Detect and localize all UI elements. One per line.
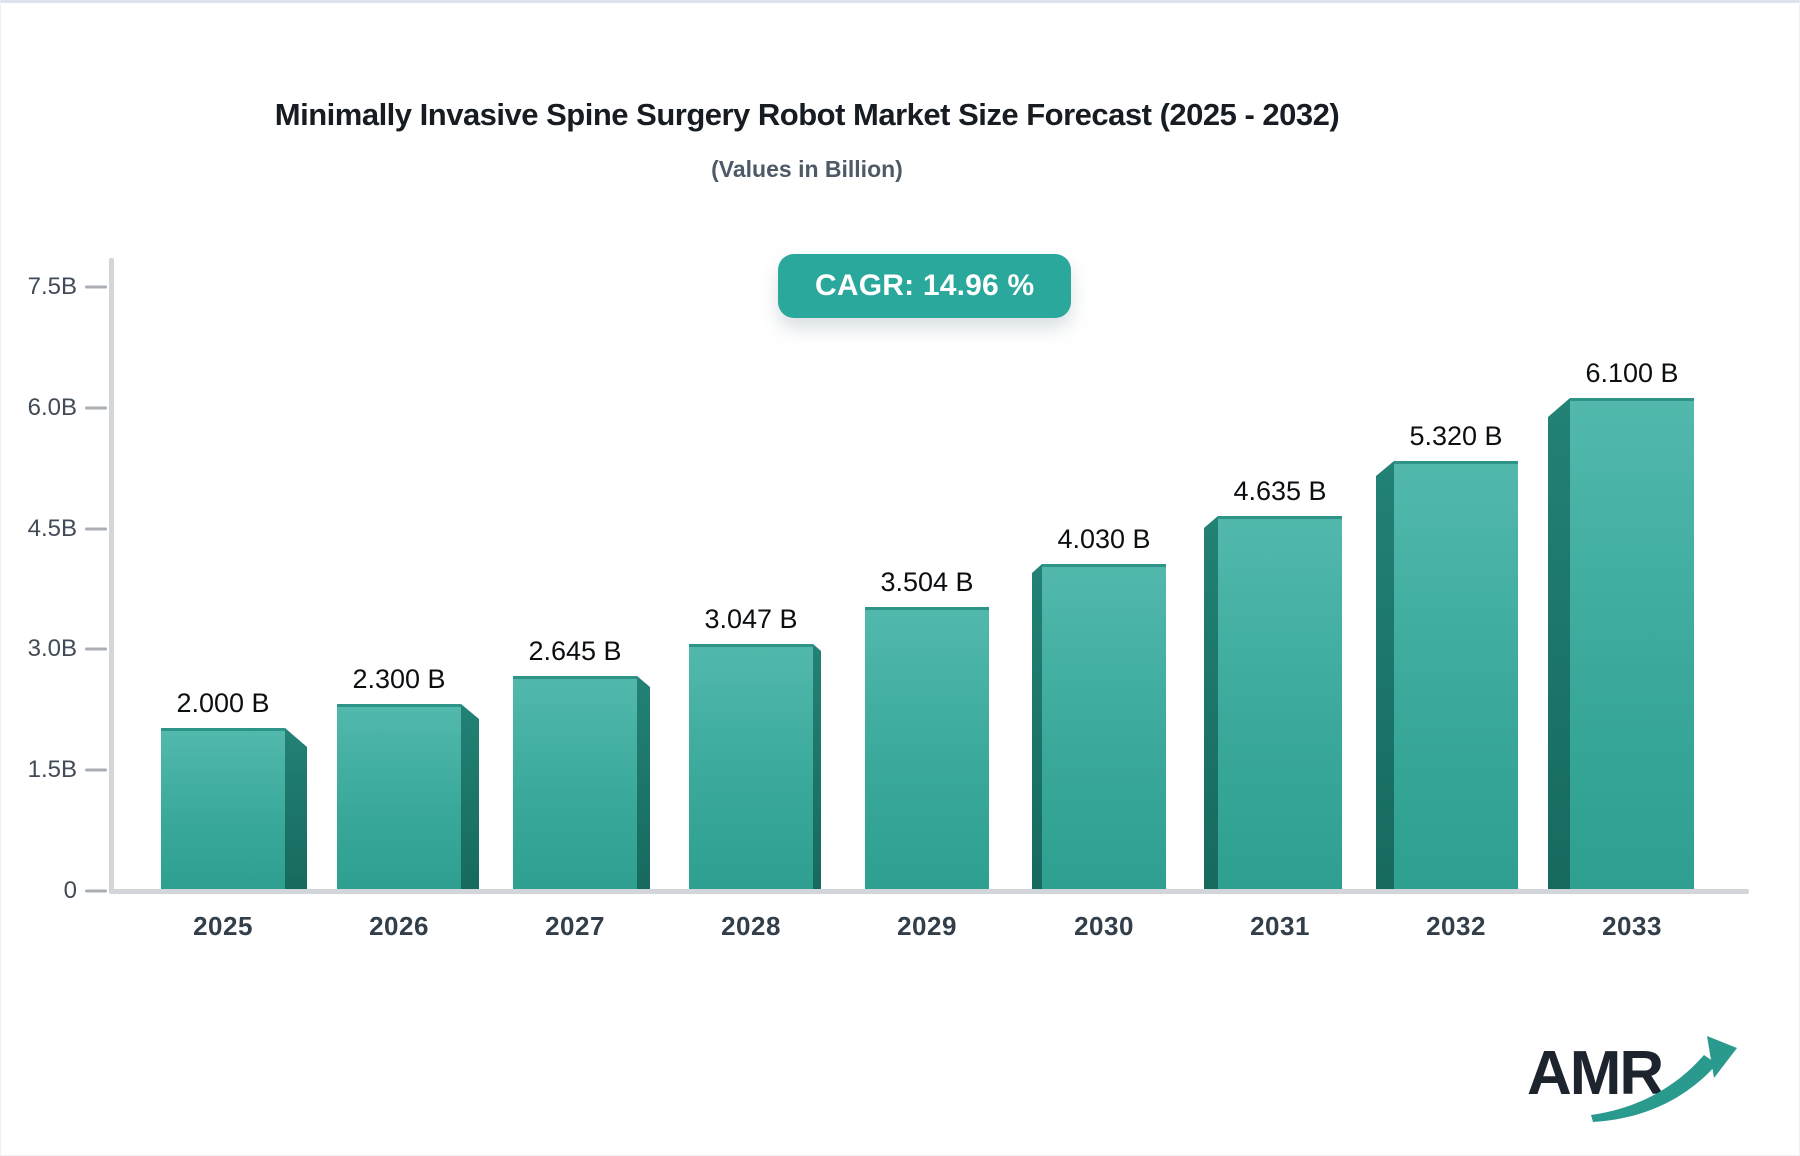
bar-value-label: 2.645 B (528, 636, 622, 666)
chart-title: Minimally Invasive Spine Surgery Robot M… (274, 97, 1340, 132)
bar-value-label: 3.047 B (704, 604, 798, 634)
bar-chart: 0 1.5B 3.0B 4.5B 6.0B 7.5B 2.000 B 2025 2.300 B 2… (1, 3, 1799, 1155)
y-tick-label: 7.5B (27, 273, 77, 301)
y-tick-mark (85, 406, 107, 410)
amr-logo: AMR (1527, 1036, 1747, 1138)
y-tick-mark (85, 527, 107, 531)
bar-2032 (1394, 461, 1518, 889)
bar-value-label: 2.000 B (176, 688, 270, 718)
cagr-badge: CAGR: 14.96 % (778, 254, 1072, 318)
logo-text: AMR (1527, 1039, 1664, 1108)
bar-2031 (1218, 516, 1342, 889)
x-tick-label: 2026 (369, 911, 429, 941)
x-tick-label: 2030 (1074, 911, 1134, 941)
x-tick-label: 2032 (1426, 911, 1486, 941)
y-tick-mark (85, 768, 107, 772)
x-tick-label: 2027 (545, 911, 605, 941)
bar-side-panel (461, 704, 479, 889)
growth-arrow-icon (1591, 1036, 1737, 1122)
bar-2027 (513, 676, 637, 889)
x-tick-label: 2029 (897, 911, 957, 941)
x-tick-label: 2028 (721, 911, 781, 941)
bar-side-panel (285, 728, 307, 889)
bar-2025 (161, 728, 285, 889)
bar-value-label: 6.100 B (1585, 358, 1679, 388)
chart-subtitle: (Values in Billion) (711, 156, 903, 182)
y-tick-label: 6.0B (27, 393, 77, 421)
bar-2026 (337, 704, 461, 889)
x-tick-label: 2031 (1250, 911, 1310, 941)
bar-side-panel (1548, 398, 1570, 889)
bar-2028 (689, 644, 813, 889)
y-tick-mark (85, 889, 107, 893)
y-tick-label: 4.5B (27, 514, 77, 542)
y-tick-label: 3.0B (27, 635, 77, 663)
bar-value-label: 3.504 B (880, 567, 974, 597)
bar-value-label: 4.635 B (1233, 476, 1327, 506)
x-axis-line (109, 889, 1749, 894)
bar-2029 (865, 607, 989, 889)
bar-side-panel (1032, 564, 1042, 889)
bar-side-panel (637, 676, 650, 889)
chart-header: Minimally Invasive Spine Surgery Robot M… (1, 97, 1613, 183)
bar-value-label: 5.320 B (1409, 421, 1503, 451)
bar-value-label: 4.030 B (1057, 524, 1151, 554)
bar-side-panel (1376, 461, 1394, 889)
bar-side-panel (1204, 516, 1218, 889)
y-axis-line (109, 258, 114, 893)
x-tick-label: 2025 (193, 911, 253, 941)
x-tick-label: 2033 (1602, 911, 1662, 941)
bar-value-label: 2.300 B (352, 664, 446, 694)
bar-side-panel (813, 644, 821, 889)
bar-2030 (1042, 564, 1166, 889)
y-tick-label: 0 (63, 877, 77, 904)
bar-2033 (1570, 398, 1694, 889)
y-tick-mark (85, 285, 107, 289)
y-tick-mark (85, 647, 107, 651)
y-tick-label: 1.5B (27, 756, 77, 784)
